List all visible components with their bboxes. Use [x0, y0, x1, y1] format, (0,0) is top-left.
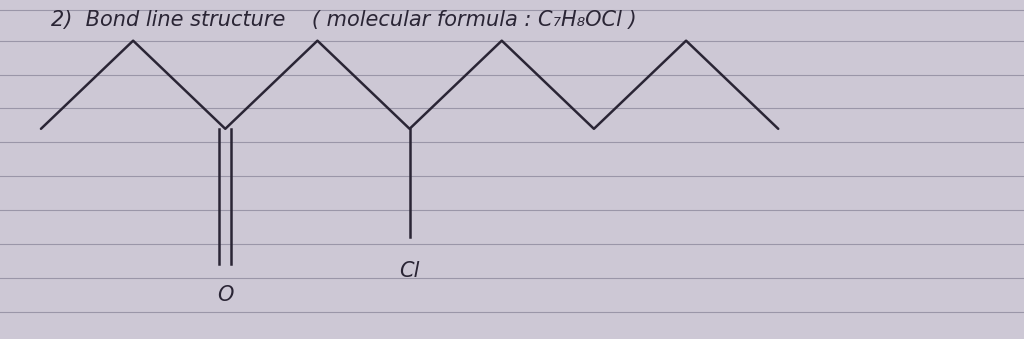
Text: O: O	[217, 285, 233, 305]
Text: Cl: Cl	[399, 261, 420, 281]
Text: 2)  Bond line structure    ( molecular formula : C₇H₈OCl ): 2) Bond line structure ( molecular formu…	[51, 10, 637, 30]
